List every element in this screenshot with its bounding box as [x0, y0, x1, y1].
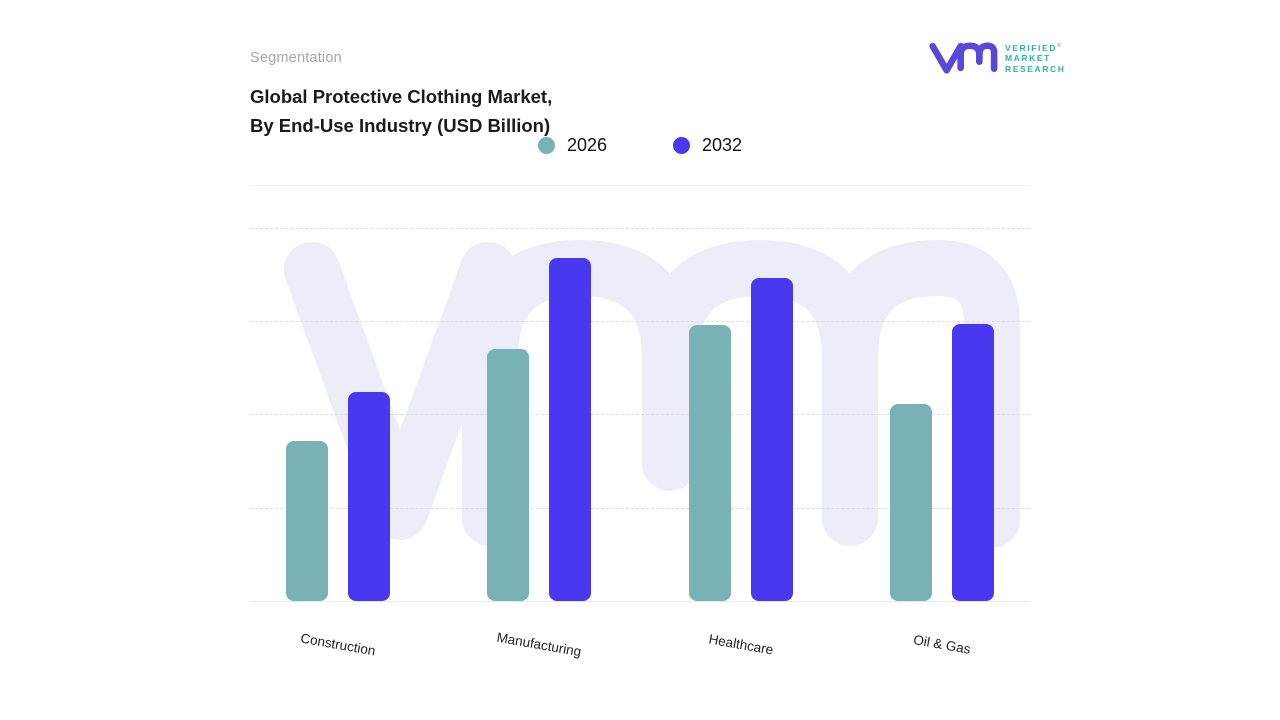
legend-dot-2032-icon: [673, 137, 690, 154]
gridline: [250, 414, 1030, 415]
header-separator: [250, 185, 1030, 186]
chart-legend: 2026 2032: [250, 135, 1030, 156]
chart-title-line1: Global Protective Clothing Market,: [250, 86, 553, 107]
legend-item-2032: 2032: [673, 135, 742, 156]
bar-2026-manufacturing: [487, 349, 530, 601]
vmr-logo-text: VERIFIED® MARKET RESEARCH: [1005, 41, 1066, 76]
chart-title-line2: By End-Use Industry (USD Billion): [250, 115, 551, 136]
legend-dot-2026-icon: [537, 137, 555, 154]
vmr-logo-mark-icon: [929, 42, 998, 74]
category-label-oil-gas: Oil & Gas: [912, 632, 972, 657]
bar-2026-construction: [286, 440, 328, 601]
gridline: [250, 508, 1030, 509]
category-label-healthcare: Healthcare: [707, 631, 775, 658]
gridline: [250, 228, 1030, 229]
bar-2032-healthcare: [750, 278, 793, 601]
bar-chart-plot-area: Construction Manufacturing Healthcare Oil &…: [250, 228, 1030, 659]
category-label-construction: Construction: [299, 630, 377, 659]
legend-label-2026: 2026: [566, 135, 607, 155]
registered-mark: ®: [1057, 42, 1062, 49]
vmr-logo: VERIFIED® MARKET RESEARCH: [928, 36, 1066, 80]
segmentation-eyebrow: Segmentation: [250, 50, 342, 66]
bar-2026-oil-gas: [889, 404, 932, 601]
logo-line-verified: VERIFIED®: [1005, 42, 1062, 53]
bar-2026-healthcare: [688, 324, 731, 601]
logo-line-market: MARKET: [1005, 53, 1051, 64]
gridline: [250, 321, 1030, 322]
chart-title: Global Protective Clothing Market, By En…: [250, 82, 552, 140]
bar-2032-manufacturing: [549, 257, 592, 601]
legend-item-2026: 2026: [537, 135, 607, 156]
logo-line-research: RESEARCH: [1005, 64, 1066, 75]
bar-2032-oil-gas: [951, 324, 994, 601]
x-axis-baseline: [250, 601, 1030, 602]
category-label-manufacturing: Manufacturing: [495, 629, 583, 660]
legend-label-2032: 2032: [702, 135, 743, 155]
bar-2032-construction: [348, 392, 390, 601]
